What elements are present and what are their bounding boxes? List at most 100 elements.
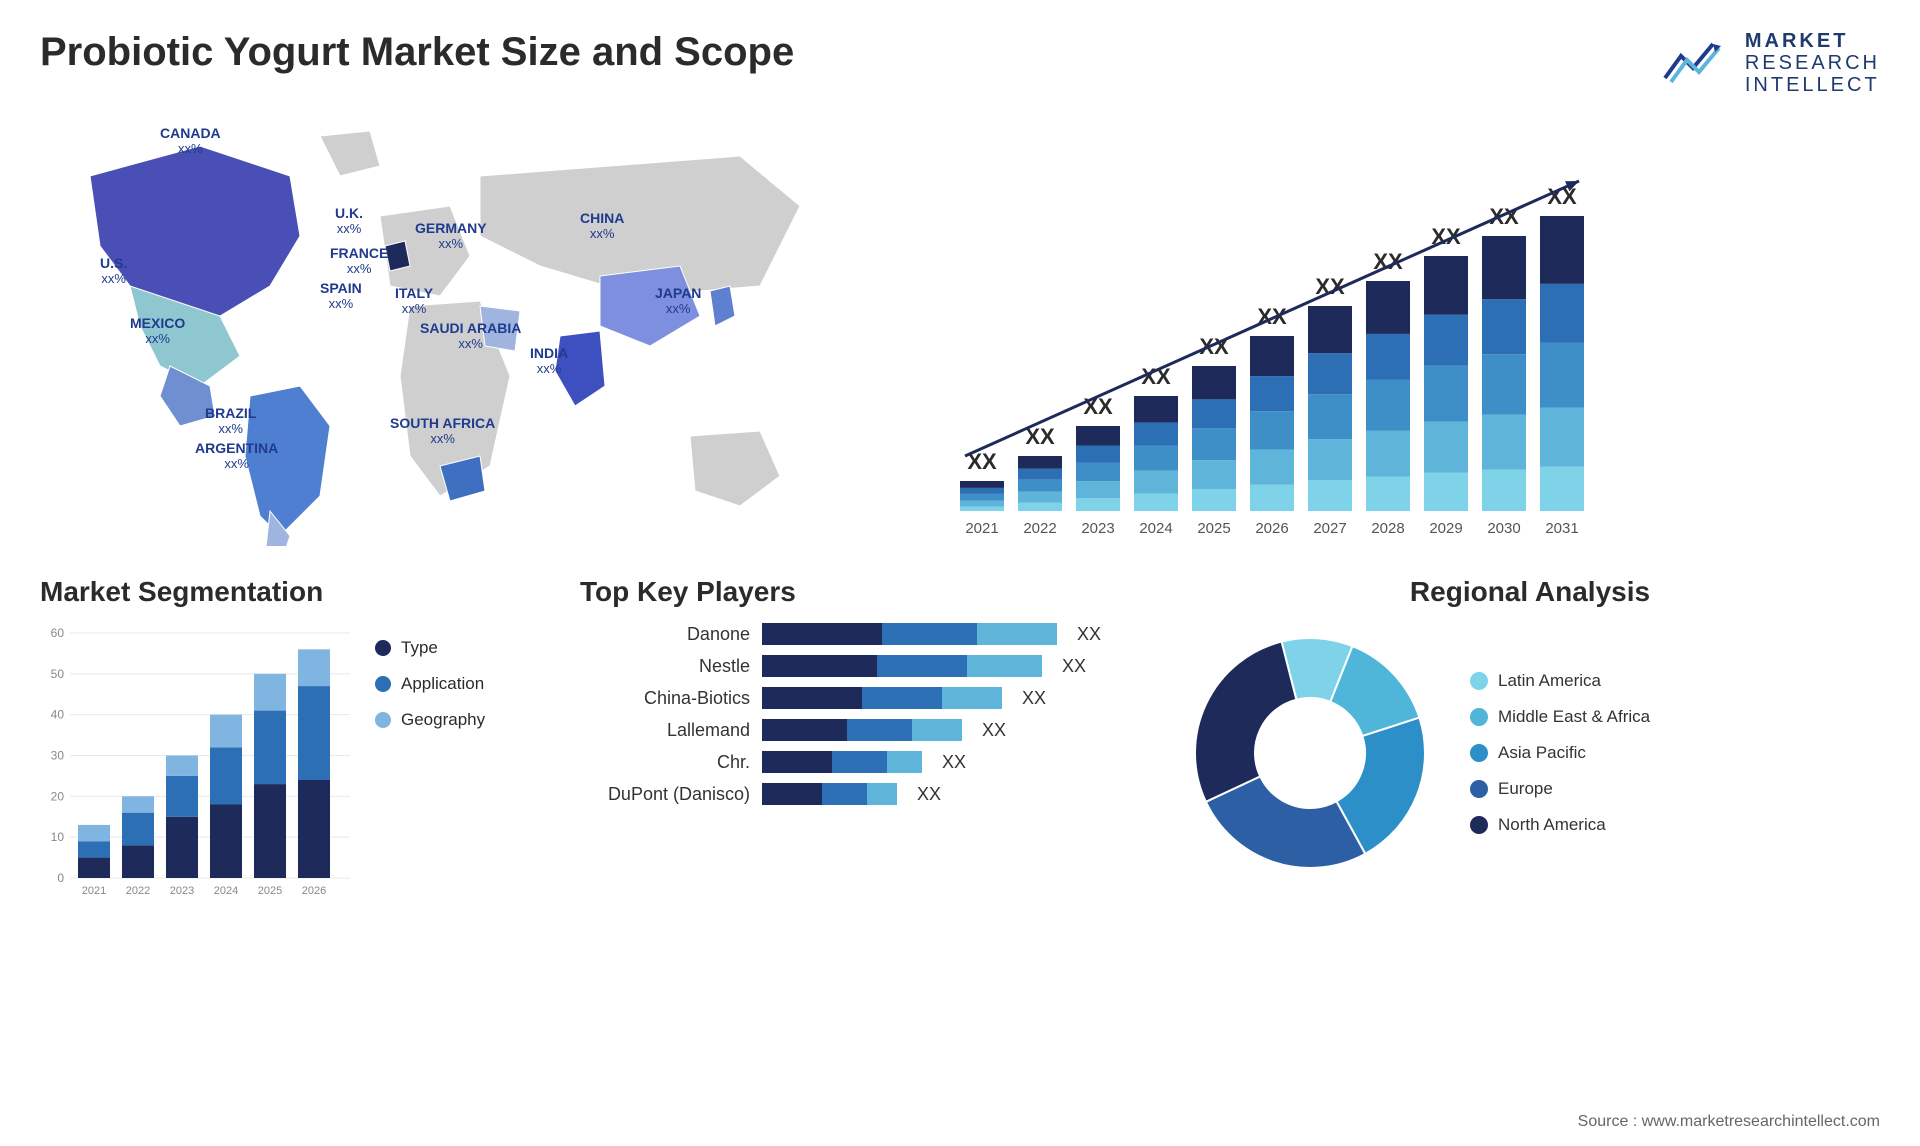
- player-name: Chr.: [580, 752, 750, 773]
- svg-text:2021: 2021: [965, 520, 998, 537]
- svg-text:2026: 2026: [302, 885, 326, 897]
- svg-text:XX: XX: [1489, 204, 1519, 229]
- player-bar-seg: [877, 655, 967, 677]
- player-bar-seg: [942, 687, 1002, 709]
- player-bar-seg: [762, 623, 882, 645]
- map-label: ITALYxx%: [395, 286, 433, 317]
- page-title: Probiotic Yogurt Market Size and Scope: [40, 30, 794, 75]
- svg-text:2025: 2025: [258, 885, 282, 897]
- segmentation-panel: Market Segmentation 01020304050602021202…: [40, 576, 540, 903]
- regional-title: Regional Analysis: [1180, 576, 1880, 608]
- legend-dot: [375, 712, 391, 728]
- player-bar: [762, 655, 1042, 677]
- player-bar-seg: [822, 783, 867, 805]
- legend-dot: [1470, 708, 1488, 726]
- map-label: BRAZILxx%: [205, 406, 256, 437]
- map-label: JAPANxx%: [655, 286, 701, 317]
- seg-legend-item: Application: [375, 674, 485, 694]
- legend-label: Latin America: [1498, 671, 1601, 691]
- player-bar: [762, 623, 1057, 645]
- region-legend-item: Latin America: [1470, 671, 1650, 691]
- regional-panel: Regional Analysis Latin America Middle Ea…: [1180, 576, 1880, 903]
- player-name: DuPont (Danisco): [580, 784, 750, 805]
- legend-dot: [1470, 816, 1488, 834]
- logo-text-2: RESEARCH: [1745, 52, 1880, 74]
- player-row: Lallemand XX: [580, 719, 1140, 741]
- player-bar-seg: [867, 783, 897, 805]
- player-value: XX: [1077, 624, 1101, 645]
- player-row: NestleXX: [580, 655, 1140, 677]
- svg-text:2027: 2027: [1313, 520, 1346, 537]
- legend-label: Middle East & Africa: [1498, 707, 1650, 727]
- player-row: Chr. XX: [580, 751, 1140, 773]
- map-label: INDIAxx%: [530, 346, 568, 377]
- player-bar-seg: [862, 687, 942, 709]
- legend-dot: [1470, 780, 1488, 798]
- player-value: XX: [917, 784, 941, 805]
- player-value: XX: [942, 752, 966, 773]
- player-bar: [762, 751, 922, 773]
- legend-dot: [375, 640, 391, 656]
- player-value: XX: [1022, 688, 1046, 709]
- player-bar-seg: [912, 719, 962, 741]
- map-label: SPAINxx%: [320, 281, 362, 312]
- player-bar-seg: [882, 623, 977, 645]
- svg-text:2028: 2028: [1371, 520, 1404, 537]
- growth-chart: XX2021XX2022XX2023XX2024XX2025XX2026XX20…: [940, 116, 1880, 546]
- svg-text:10: 10: [51, 830, 65, 844]
- segmentation-title: Market Segmentation: [40, 576, 540, 608]
- legend-label: North America: [1498, 815, 1606, 835]
- logo-text-3: INTELLECT: [1745, 74, 1880, 96]
- player-name: Lallemand: [580, 720, 750, 741]
- map-label: CANADAxx%: [160, 126, 221, 157]
- legend-dot: [1470, 744, 1488, 762]
- legend-label: Application: [401, 674, 484, 694]
- svg-text:2025: 2025: [1197, 520, 1230, 537]
- player-bar-seg: [832, 751, 887, 773]
- legend-dot: [375, 676, 391, 692]
- player-bar-seg: [762, 719, 847, 741]
- player-bar-seg: [847, 719, 912, 741]
- player-bar-seg: [887, 751, 922, 773]
- svg-text:0: 0: [57, 871, 64, 885]
- svg-text:2022: 2022: [1023, 520, 1056, 537]
- svg-text:2023: 2023: [1081, 520, 1114, 537]
- player-row: DuPont (Danisco) XX: [580, 783, 1140, 805]
- region-legend-item: Asia Pacific: [1470, 743, 1650, 763]
- player-name: China-Biotics: [580, 688, 750, 709]
- logo-icon: [1663, 38, 1733, 88]
- legend-dot: [1470, 672, 1488, 690]
- svg-text:2021: 2021: [82, 885, 106, 897]
- svg-text:2024: 2024: [214, 885, 238, 897]
- players-title: Top Key Players: [580, 576, 1140, 608]
- player-name: Nestle: [580, 656, 750, 677]
- player-bar: [762, 783, 897, 805]
- player-row: China-Biotics XX: [580, 687, 1140, 709]
- player-bar-seg: [762, 687, 862, 709]
- map-label: MEXICOxx%: [130, 316, 185, 347]
- map-label: ARGENTINAxx%: [195, 441, 278, 472]
- player-bar: [762, 687, 1002, 709]
- player-bar-seg: [977, 623, 1057, 645]
- players-panel: Top Key Players DanoneXXNestleXXChina-Bi…: [580, 576, 1140, 903]
- legend-label: Europe: [1498, 779, 1553, 799]
- player-bar-seg: [967, 655, 1042, 677]
- map-label: SOUTH AFRICAxx%: [390, 416, 495, 447]
- player-value: XX: [982, 720, 1006, 741]
- region-legend-item: Europe: [1470, 779, 1650, 799]
- map-label: FRANCExx%: [330, 246, 388, 277]
- svg-text:XX: XX: [1199, 334, 1229, 359]
- svg-text:2026: 2026: [1255, 520, 1288, 537]
- svg-text:2024: 2024: [1139, 520, 1172, 537]
- legend-label: Type: [401, 638, 438, 658]
- player-bar-seg: [762, 655, 877, 677]
- map-label: GERMANYxx%: [415, 221, 487, 252]
- map-label: SAUDI ARABIAxx%: [420, 321, 521, 352]
- svg-text:2030: 2030: [1487, 520, 1520, 537]
- player-bar-seg: [762, 783, 822, 805]
- player-bar: [762, 719, 962, 741]
- svg-text:2023: 2023: [170, 885, 194, 897]
- svg-text:2022: 2022: [126, 885, 150, 897]
- svg-text:40: 40: [51, 708, 65, 722]
- player-row: DanoneXX: [580, 623, 1140, 645]
